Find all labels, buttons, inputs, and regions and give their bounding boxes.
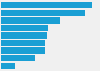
Bar: [1, 32, 47, 39]
Bar: [1, 47, 45, 54]
Bar: [1, 63, 14, 69]
Bar: [1, 10, 86, 16]
Bar: [1, 55, 35, 61]
Bar: [1, 17, 60, 24]
Bar: [1, 40, 45, 46]
Bar: [1, 25, 48, 31]
Bar: [1, 2, 92, 8]
